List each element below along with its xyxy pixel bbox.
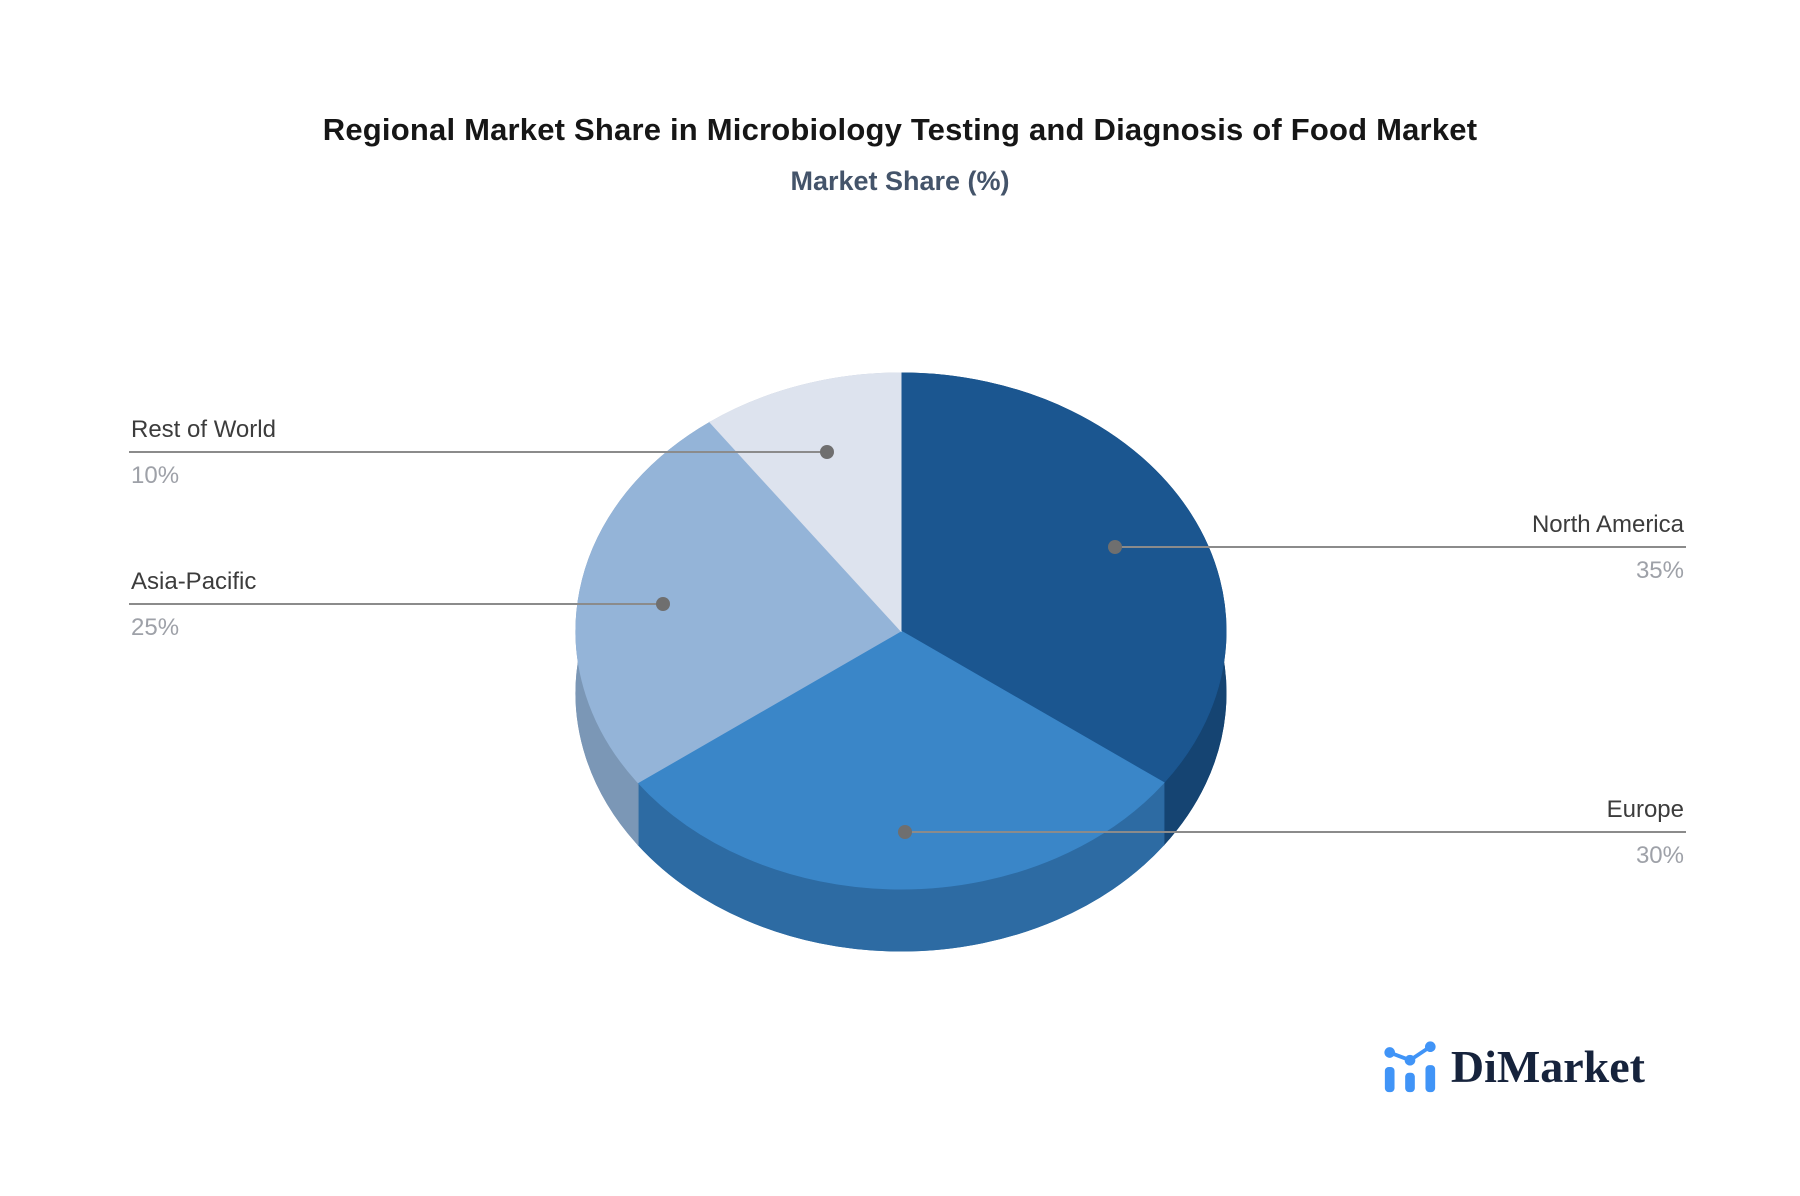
pie-slice-rest-of-world[interactable] bbox=[709, 372, 902, 633]
pie-slice-north-america[interactable] bbox=[900, 372, 1227, 784]
callout-label-rest-of-world: Rest of World bbox=[131, 416, 276, 443]
callout-label-north-america: North America bbox=[1531, 511, 1684, 538]
callout-label-europe: Europe bbox=[1606, 796, 1684, 823]
brand-logo: DiMarket bbox=[1381, 1038, 1645, 1096]
pie-slice-asia-pacific[interactable] bbox=[575, 421, 902, 784]
callout-value-rest-of-world: 10% bbox=[131, 462, 180, 489]
callout-dot-north-america bbox=[1108, 540, 1122, 554]
callout-value-europe: 30% bbox=[1635, 842, 1684, 869]
pie-slice-europe[interactable] bbox=[637, 630, 1165, 890]
callout-dot-asia-pacific bbox=[656, 597, 670, 611]
brand-logo-text: DiMarket bbox=[1450, 1041, 1645, 1092]
bar-chart-trend-icon bbox=[1384, 1041, 1436, 1093]
callout-value-north-america: 35% bbox=[1635, 557, 1684, 584]
callout-dot-europe bbox=[898, 825, 912, 839]
callout-dot-rest-of-world bbox=[820, 445, 834, 459]
callout-label-asia-pacific: Asia-Pacific bbox=[131, 568, 257, 595]
chart-subtitle: Market Share (%) bbox=[790, 166, 1010, 196]
callout-value-asia-pacific: 25% bbox=[131, 614, 180, 641]
chart-title: Regional Market Share in Microbiology Te… bbox=[322, 112, 1478, 147]
